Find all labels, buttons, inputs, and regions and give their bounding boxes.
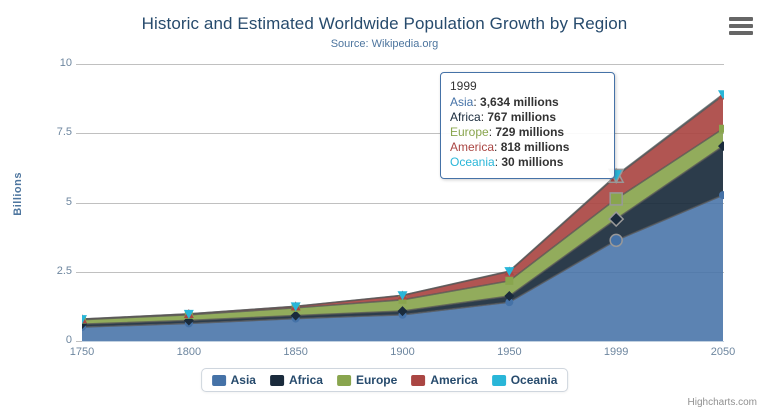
legend-label: Asia: [230, 373, 256, 387]
x-tick-label: 1999: [603, 346, 629, 358]
legend-swatch-oceania-icon: [491, 374, 506, 386]
x-tick-label: 1850: [283, 346, 308, 358]
area-america: [82, 95, 723, 320]
x-tick-label: 1900: [390, 346, 415, 358]
x-tick-label: 1750: [69, 346, 95, 358]
gridline: [82, 202, 724, 204]
tooltip-row-asia: Asia: 3,634 millions: [450, 95, 605, 110]
tooltip-year: 1999: [450, 79, 477, 93]
tooltip-separator: :: [494, 140, 501, 154]
menu-bar-3: [729, 31, 753, 35]
legend-swatch-europe-icon: [336, 374, 351, 386]
tooltip-series-name: Asia: [450, 95, 474, 109]
gridline: [82, 271, 724, 273]
gridline: [82, 64, 724, 65]
marker-europe[interactable]: [609, 192, 623, 206]
tooltip-series-value: 818 millions: [500, 140, 570, 154]
tooltip-separator: :: [488, 125, 496, 139]
marker-oceania[interactable]: [290, 302, 301, 312]
marker-oceania[interactable]: [397, 291, 408, 301]
tooltip-separator: :: [480, 110, 488, 124]
marker-oceania[interactable]: [183, 309, 194, 319]
tooltip-row-africa: Africa: 767 millions: [450, 110, 605, 125]
marker-africa[interactable]: [290, 310, 301, 321]
y-tick-label: 5: [65, 195, 72, 208]
marker-asia[interactable]: [609, 233, 623, 248]
tooltip-separator: :: [494, 155, 502, 169]
chart-title: Historic and Estimated Worldwide Populat…: [141, 14, 628, 33]
x-tick-label: 2050: [710, 346, 736, 358]
gridline: [82, 133, 724, 135]
tooltip-separator: :: [473, 95, 481, 109]
legend-label: Europe: [355, 373, 398, 387]
legend-label: America: [430, 373, 478, 387]
y-tick-mark: [76, 271, 82, 273]
marker-europe[interactable]: [505, 276, 514, 285]
y-axis-ticks: 0 2.5 5 7.5 10: [0, 57, 769, 346]
tooltip-series-value: 3,634 millions: [480, 95, 559, 109]
y-tick-label: 10: [59, 57, 72, 69]
series-layer: [82, 90, 724, 341]
y-tick-label: 7.5: [56, 126, 72, 139]
tooltip-series-value: 767 millions: [487, 110, 557, 124]
marker-africa[interactable]: [397, 306, 408, 317]
area-asia: [82, 195, 723, 341]
tooltip-series-name: Europe: [450, 125, 489, 139]
menu-bar-1: [729, 17, 753, 21]
area-europe: [82, 128, 723, 325]
y-tick-mark: [76, 64, 82, 65]
chart-subtitle: Source: Wikipedia.org: [330, 38, 439, 50]
legend-item-oceania[interactable]: Oceania: [491, 373, 558, 387]
tooltip-series-name: Oceania: [450, 155, 495, 169]
legend-item-asia[interactable]: Asia: [211, 373, 256, 387]
area-africa: [82, 146, 723, 328]
y-tick-label: 2.5: [56, 264, 72, 277]
legend-swatch-asia-icon: [211, 374, 226, 386]
marker-africa[interactable]: [718, 141, 724, 152]
tooltip-row-america: America: 818 millions: [450, 140, 605, 155]
tooltip-row-europe: Europe: 729 millions: [450, 125, 605, 140]
tooltip: 1999 Asia: 3,634 millions Africa: 767 mil…: [440, 72, 615, 179]
legend-swatch-america-icon: [411, 374, 426, 386]
tooltip-row-oceania: Oceania: 30 millions: [450, 155, 605, 170]
tooltip-series-name: America: [450, 140, 495, 154]
y-tick-label: 0: [65, 334, 72, 346]
marker-oceania[interactable]: [82, 315, 87, 325]
legend-item-africa[interactable]: Africa: [269, 373, 323, 387]
marker-oceania[interactable]: [718, 90, 724, 100]
y-tick-mark: [76, 202, 82, 204]
legend-label: Africa: [288, 373, 323, 387]
marker-oceania[interactable]: [504, 267, 515, 277]
marker-africa[interactable]: [504, 291, 515, 302]
tooltip-series-name: Africa: [450, 110, 481, 124]
tooltip-series-value: 729 millions: [495, 125, 565, 139]
legend-item-america[interactable]: America: [411, 373, 478, 387]
y-tick-mark: [76, 133, 82, 135]
highcharts-credit: Highcharts.com: [687, 397, 757, 408]
marker-asia[interactable]: [505, 298, 514, 307]
menu-bar-2: [729, 24, 753, 28]
legend-item-europe[interactable]: Europe: [336, 373, 398, 387]
x-axis-line: [82, 341, 724, 342]
x-tick-label: 1950: [497, 346, 522, 358]
marker-africa[interactable]: [608, 211, 625, 228]
legend-swatch-africa-icon: [269, 374, 284, 386]
tooltip-series-value: 30 millions: [501, 155, 564, 169]
plot-area: [82, 64, 724, 341]
chart-legend[interactable]: Asia Africa Europe America Oceania: [200, 368, 569, 392]
y-tick-mark: [76, 341, 82, 342]
x-tick-label: 1800: [176, 346, 202, 358]
marker-europe[interactable]: [719, 124, 724, 133]
legend-label: Oceania: [510, 373, 558, 387]
marker-asia[interactable]: [719, 191, 724, 200]
hamburger-menu-icon[interactable]: [729, 17, 753, 35]
